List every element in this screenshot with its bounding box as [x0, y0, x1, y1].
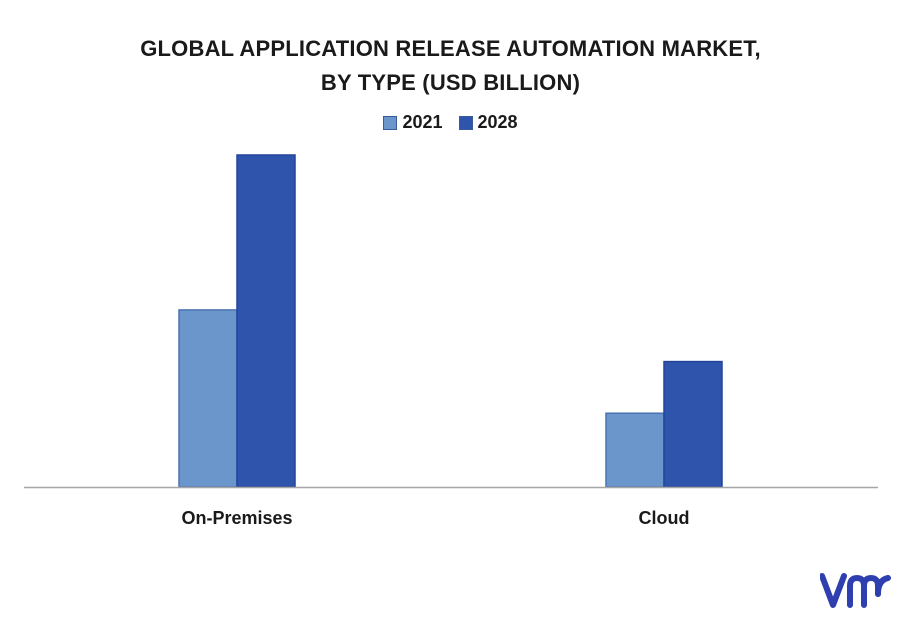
legend-label-2021: 2021	[402, 112, 443, 132]
legend-label-2028: 2028	[477, 112, 518, 132]
vmr-logo	[820, 573, 891, 608]
bar-cloud-2021	[605, 412, 665, 488]
x-tick-label: On-Premises	[181, 508, 292, 528]
x-tick-label: Cloud	[639, 508, 690, 528]
legend-item-2021: 2021	[383, 112, 443, 133]
chart-title-line-1: GLOBAL APPLICATION RELEASE AUTOMATION MA…	[140, 36, 761, 61]
chart-title: GLOBAL APPLICATION RELEASE AUTOMATION MA…	[0, 32, 901, 100]
bar-on-premises-2021	[178, 309, 238, 488]
bar-cloud-2028	[663, 360, 723, 488]
legend-swatch-2021	[383, 115, 398, 130]
legend-item-2028: 2028	[458, 112, 518, 133]
chart-title-line-2: BY TYPE (USD BILLION)	[320, 70, 581, 95]
bar-on-premises-2028	[236, 154, 296, 488]
chart-legend: 2021 2028	[0, 112, 901, 133]
legend-swatch-2028	[458, 115, 473, 130]
